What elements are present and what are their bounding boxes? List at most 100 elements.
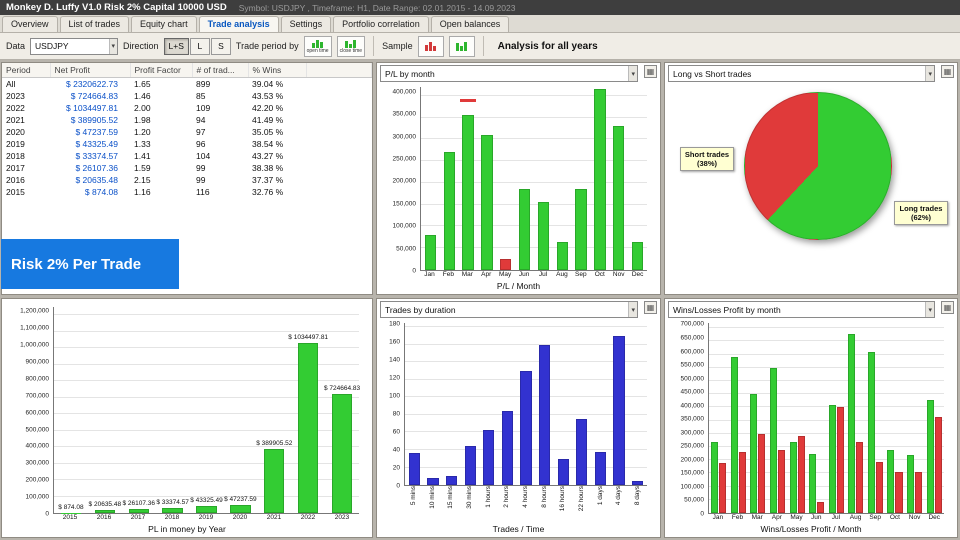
bar-wins-sep[interactable] xyxy=(867,352,875,513)
winloss-chart-dropdown[interactable]: Wins/Losses Profit by month ▾ xyxy=(668,301,935,318)
sample-option-2-button[interactable] xyxy=(448,35,475,57)
bar-1-hours[interactable] xyxy=(483,429,495,485)
bar-2-hours[interactable] xyxy=(501,410,513,485)
bar-8-days[interactable] xyxy=(632,480,644,485)
bar-4-hours[interactable] xyxy=(520,371,532,485)
bar-nov[interactable] xyxy=(613,126,625,270)
bar-10-mins[interactable] xyxy=(427,478,439,485)
bar-losses-dec[interactable] xyxy=(934,416,942,513)
stats-row-2019[interactable]: 2019 $ 43325.49 1.33 96 38.54 % xyxy=(6,139,284,149)
trades-by-duration-chart: 0 20 40 60 80 100 120 140 160 180 5 mins 10 mins 15 … xyxy=(380,319,657,535)
bar-sep[interactable] xyxy=(575,189,587,270)
bar-wins-oct[interactable] xyxy=(887,449,895,513)
bar-dec[interactable] xyxy=(631,241,644,270)
stats-row-2015[interactable]: 2015 $ 874.08 1.16 116 32.76 % xyxy=(6,187,284,197)
trade-period-close-time-button[interactable]: close time xyxy=(336,35,366,57)
column-header-of-trad[interactable]: # of trad... xyxy=(192,63,249,78)
duration-chart-dropdown[interactable]: Trades by duration ▾ xyxy=(380,301,638,318)
tab-portfolio-correlation[interactable]: Portfolio correlation xyxy=(333,16,429,32)
bar-wins-jul[interactable] xyxy=(828,404,836,513)
bar-oct[interactable] xyxy=(594,89,606,270)
bar-wins-apr[interactable] xyxy=(769,367,778,513)
bar-jan[interactable] xyxy=(424,235,437,270)
stats-row-all[interactable]: All $ 2320622.73 1.65 899 39.04 % xyxy=(6,79,284,89)
bar-wins-nov[interactable] xyxy=(907,454,915,513)
bar-wins-mar[interactable] xyxy=(750,394,758,513)
direction-s[interactable]: S xyxy=(210,37,231,55)
chart-popout-icon[interactable]: ▦ xyxy=(941,65,954,78)
bar-losses-aug[interactable] xyxy=(856,441,864,513)
bar-jun[interactable] xyxy=(518,189,531,270)
bar-2016[interactable] xyxy=(94,509,116,513)
stats-row-2016[interactable]: 2016 $ 20635.48 2.15 99 37.37 % xyxy=(6,175,284,185)
dropdown-value: Long vs Short trades xyxy=(673,68,752,79)
symbol-dropdown[interactable]: USDJPY ▾ xyxy=(30,37,119,55)
bar-wins-dec[interactable] xyxy=(926,399,934,513)
column-header-period[interactable]: Period xyxy=(2,63,51,78)
bar-jul[interactable] xyxy=(537,202,550,270)
bar-15-mins[interactable] xyxy=(445,476,458,485)
tab-settings[interactable]: Settings xyxy=(280,16,332,32)
tab-equity-chart[interactable]: Equity chart xyxy=(131,16,197,32)
tab-list-of-trades[interactable]: List of trades xyxy=(59,16,130,32)
bar-16-hours[interactable] xyxy=(557,458,569,485)
bar-2017[interactable] xyxy=(128,508,149,513)
chart-popout-icon[interactable]: ▦ xyxy=(644,65,657,78)
tab-open-balances[interactable]: Open balances xyxy=(430,16,510,32)
direction-l-s[interactable]: L+S xyxy=(163,37,189,55)
bar-wins-may[interactable] xyxy=(789,441,797,513)
column-header-net-profit[interactable]: Net Profit xyxy=(50,63,131,78)
bar-22-hours[interactable] xyxy=(576,419,588,485)
stats-row-2017[interactable]: 2017 $ 26107.36 1.59 99 38.38 % xyxy=(6,163,284,173)
bar-wins-aug[interactable] xyxy=(848,333,856,513)
x-tick-label: Jun xyxy=(810,514,822,521)
bar-feb[interactable] xyxy=(443,152,455,270)
bar-2018[interactable] xyxy=(162,507,183,513)
bar-aug[interactable] xyxy=(556,241,568,270)
stats-row-2022[interactable]: 2022 $ 1034497.81 2.00 109 42.20 % xyxy=(6,103,284,113)
bar-losses-may[interactable] xyxy=(797,436,805,513)
stats-row-2023[interactable]: 2023 $ 724664.83 1.46 85 43.53 % xyxy=(6,91,284,101)
bar-wins-jan[interactable] xyxy=(711,441,719,513)
y-axis: 0 20 40 60 80 100 120 140 160 180 xyxy=(380,319,404,489)
bar-8-hours[interactable] xyxy=(538,344,551,485)
bar-wins-jun[interactable] xyxy=(809,453,817,513)
bar-5-mins[interactable] xyxy=(408,452,420,485)
stats-row-2020[interactable]: 2020 $ 47237.59 1.20 97 35.05 % xyxy=(6,127,284,137)
bar-30-mins[interactable] xyxy=(464,445,476,485)
direction-l[interactable]: L xyxy=(189,37,210,55)
bar-losses-apr[interactable] xyxy=(778,449,786,513)
bar-losses-sep[interactable] xyxy=(875,461,883,513)
column-header-profit-factor[interactable]: Profit Factor xyxy=(130,63,193,78)
bar-2021[interactable] xyxy=(264,448,285,513)
tab-trade-analysis[interactable]: Trade analysis xyxy=(198,16,279,32)
long-short-chart-dropdown[interactable]: Long vs Short trades ▾ xyxy=(668,65,935,82)
bar-2020[interactable] xyxy=(230,505,251,513)
bar-2023[interactable] xyxy=(331,393,353,513)
chart-popout-icon[interactable]: ▦ xyxy=(644,301,657,314)
bar-losses-oct[interactable] xyxy=(895,472,903,513)
bar-losses-nov[interactable] xyxy=(915,472,923,513)
bar-1-days[interactable] xyxy=(594,451,606,485)
bar-wins-feb[interactable] xyxy=(730,357,738,513)
bar-losses-mar[interactable] xyxy=(758,433,766,513)
stats-row-2018[interactable]: 2018 $ 33374.57 1.41 104 43.27 % xyxy=(6,151,284,161)
bar-losses-feb[interactable] xyxy=(738,452,746,513)
bar-losses-jul[interactable] xyxy=(836,407,844,513)
bar-losses-jan[interactable] xyxy=(719,462,727,513)
bar-mar[interactable] xyxy=(462,115,474,270)
bar-2022[interactable] xyxy=(298,342,319,513)
bar-apr[interactable] xyxy=(481,134,493,270)
bar-may[interactable] xyxy=(500,259,512,270)
sample-option-1-button[interactable] xyxy=(417,35,444,57)
pl-month-chart-dropdown[interactable]: P/L by month ▾ xyxy=(380,65,638,82)
bar-4-days[interactable] xyxy=(613,336,625,485)
bar-losses-jun[interactable] xyxy=(817,502,825,513)
trade-period-open-time-button[interactable]: open time xyxy=(303,35,332,57)
tab-overview[interactable]: Overview xyxy=(2,16,58,32)
bar-2019[interactable] xyxy=(196,505,217,513)
column-header-wins[interactable]: % Wins xyxy=(248,63,307,78)
chart-popout-icon[interactable]: ▦ xyxy=(941,301,954,314)
pie-chart[interactable] xyxy=(744,92,892,240)
stats-row-2021[interactable]: 2021 $ 389905.52 1.98 94 41.49 % xyxy=(6,115,284,125)
